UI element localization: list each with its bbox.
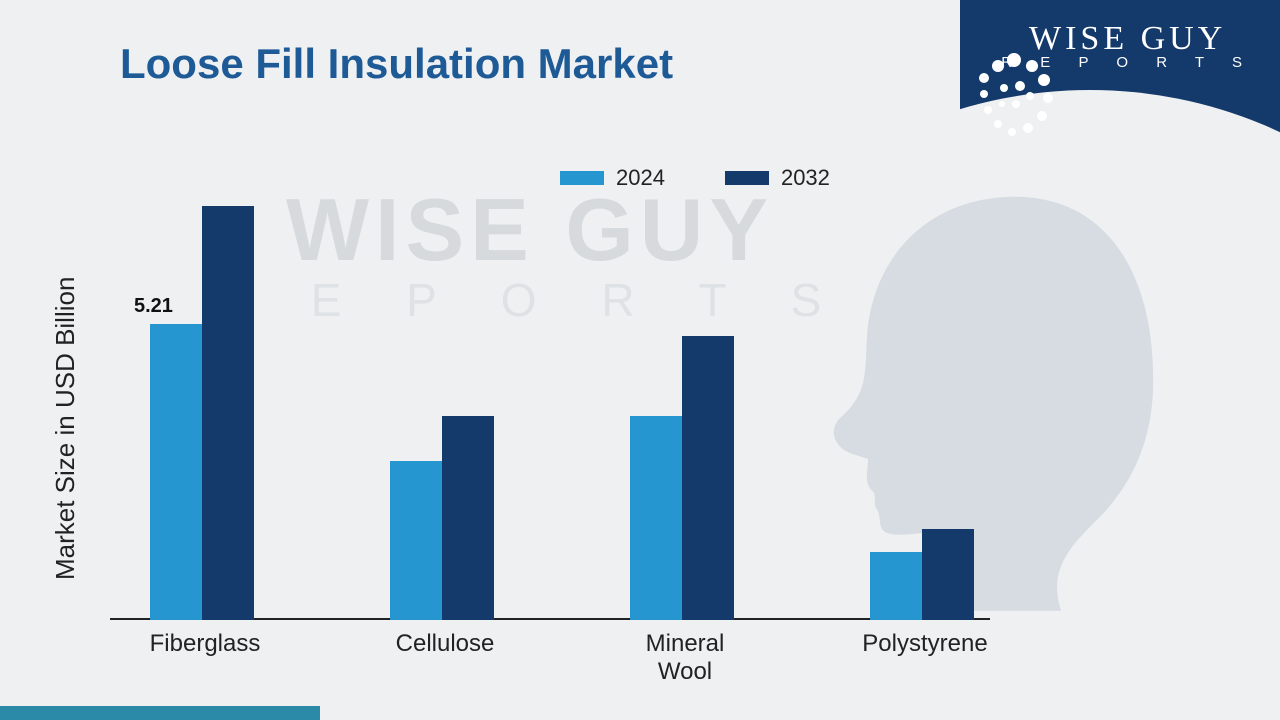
category-label: Mineral: [610, 630, 760, 658]
chart-stage: WISE GUY R E P O R T S Loose Fill Insula…: [0, 0, 1280, 720]
bar-series-b: [442, 416, 494, 620]
category-label: Polystyrene: [850, 630, 1000, 658]
chart-plot-area: 5.21FiberglassCelluloseMineralWoolPolyst…: [110, 200, 990, 620]
bar-series-b: [202, 206, 254, 620]
bar-series-a: [870, 552, 922, 620]
brand-logo: WISE GUY R E P O R T S: [1001, 20, 1254, 71]
category-label: Cellulose: [370, 630, 520, 658]
bar-series-a: [390, 461, 442, 620]
y-axis-label: Market Size in USD Billion: [50, 277, 81, 580]
category-label: Wool: [610, 658, 760, 686]
legend-swatch: [725, 171, 769, 185]
bar-value-label: 5.21: [134, 295, 173, 318]
bar-series-b: [922, 529, 974, 620]
legend-item: 2024: [560, 165, 665, 191]
chart-title: Loose Fill Insulation Market: [120, 40, 673, 88]
legend-label: 2032: [781, 165, 830, 191]
bar-series-a: [150, 324, 202, 620]
bar-series-a: [630, 416, 682, 620]
bar-series-b: [682, 336, 734, 620]
category-label: Fiberglass: [130, 630, 280, 658]
logo-head-icon: [954, 38, 1074, 158]
footer-accent-strip: [0, 706, 320, 720]
legend-item: 2032: [725, 165, 830, 191]
legend-swatch: [560, 171, 604, 185]
legend-label: 2024: [616, 165, 665, 191]
chart-legend: 2024 2032: [560, 165, 830, 191]
